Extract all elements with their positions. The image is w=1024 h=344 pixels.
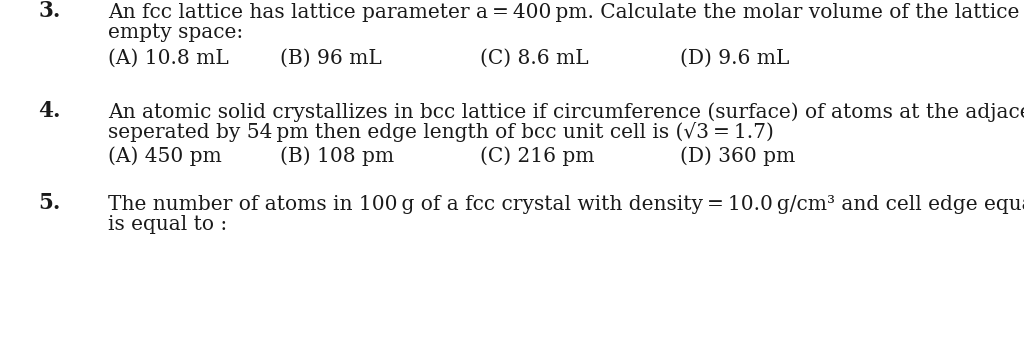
- Text: empty space:: empty space:: [108, 23, 244, 42]
- Text: (A) 10.8 mL: (A) 10.8 mL: [108, 49, 228, 68]
- Text: An atomic solid crystallizes in bcc lattice if circumference (surface) of atoms : An atomic solid crystallizes in bcc latt…: [108, 103, 1024, 122]
- Text: The number of atoms in 100 g of a fcc crystal with density = 10.0 g/cm³ and cell: The number of atoms in 100 g of a fcc cr…: [108, 195, 1024, 214]
- Text: 3.: 3.: [38, 0, 60, 22]
- Text: 4.: 4.: [38, 100, 60, 122]
- Text: is equal to :: is equal to :: [108, 215, 227, 234]
- Text: 5.: 5.: [38, 192, 60, 214]
- Text: (D) 9.6 mL: (D) 9.6 mL: [680, 49, 790, 68]
- Text: An fcc lattice has lattice parameter a = 400 pm. Calculate the molar volume of t: An fcc lattice has lattice parameter a =…: [108, 3, 1024, 22]
- Text: seperated by 54 pm then edge length of bcc unit cell is (√3 = 1.7): seperated by 54 pm then edge length of b…: [108, 122, 774, 142]
- Text: (A) 450 pm: (A) 450 pm: [108, 146, 222, 166]
- Text: (B) 108 pm: (B) 108 pm: [280, 146, 394, 166]
- Text: (C) 216 pm: (C) 216 pm: [480, 146, 595, 166]
- Text: (D) 360 pm: (D) 360 pm: [680, 146, 796, 166]
- Text: (B) 96 mL: (B) 96 mL: [280, 49, 382, 68]
- Text: (C) 8.6 mL: (C) 8.6 mL: [480, 49, 589, 68]
